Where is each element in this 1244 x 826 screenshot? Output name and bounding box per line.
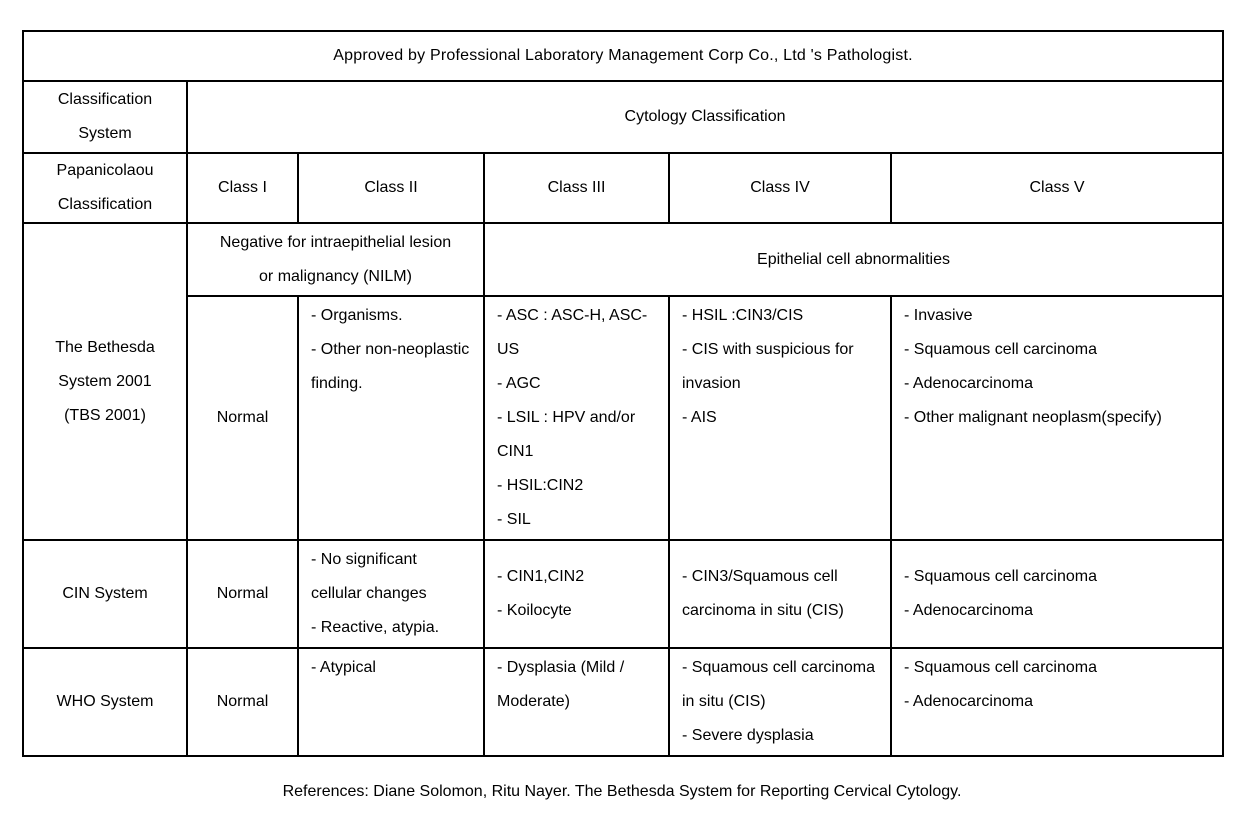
bethesda-class-iii-cell: - ASC : ASC-H, ASC-US - AGC - LSIL : HPV… — [483, 295, 670, 541]
cin-class-v-cell: - Squamous cell carcinoma - Adenocarcino… — [889, 539, 1225, 649]
class-ii-header: Class II — [297, 152, 485, 224]
who-class-iii-cell: - Dysplasia (Mild / Moderate) — [483, 647, 670, 757]
cytology-classification-table: Approved by Professional Laboratory Mana… — [21, 30, 1225, 757]
bethesda-class-i-cell: Normal — [186, 295, 299, 541]
bethesda-row-label: The Bethesda System 2001 (TBS 2001) — [22, 222, 188, 541]
class-iv-header: Class IV — [668, 152, 892, 224]
who-class-v-cell: - Squamous cell carcinoma - Adenocarcino… — [889, 647, 1225, 757]
bethesda-group-row: The Bethesda System 2001 (TBS 2001) Nega… — [22, 222, 1225, 541]
class-iii-header: Class III — [483, 152, 670, 224]
class-v-header: Class V — [889, 152, 1225, 224]
cin-row-label: CIN System — [22, 539, 188, 649]
class-header-row: Papanicolaou Classification Class I Clas… — [22, 152, 1225, 224]
references-text: References: Diane Solomon, Ritu Nayer. T… — [282, 783, 962, 800]
cin-class-iii-cell: - CIN1,CIN2 - Koilocyte — [483, 539, 670, 649]
who-class-i-cell: Normal — [186, 647, 299, 757]
system-header-row: Classification System Cytology Classific… — [22, 80, 1225, 154]
papanicolaou-header: Papanicolaou Classification — [22, 152, 188, 224]
title-row: Approved by Professional Laboratory Mana… — [21, 30, 1225, 82]
bethesda-class-iv-cell: - HSIL :CIN3/CIS - CIS with suspicious f… — [668, 295, 892, 541]
document-page: Approved by Professional Laboratory Mana… — [21, 30, 1225, 801]
who-system-row: WHO System Normal - Atypical - Dysplasia… — [22, 647, 1225, 757]
classification-system-header: Classification System — [22, 80, 188, 154]
bethesda-class-v-cell: - Invasive - Squamous cell carcinoma - A… — [889, 295, 1225, 541]
bethesda-class-ii-cell: - Organisms. - Other non-neoplastic find… — [297, 295, 485, 541]
cin-system-row: CIN System Normal - No significant cellu… — [22, 539, 1225, 649]
class-i-header: Class I — [186, 152, 299, 224]
bethesda-detail-row: Normal - Organisms. - Other non-neoplast… — [23, 295, 1225, 541]
who-class-ii-cell: - Atypical — [297, 647, 485, 757]
cin-class-iv-cell: - CIN3/Squamous cell carcinoma in situ (… — [668, 539, 892, 649]
bethesda-epithelial-cell: Epithelial cell abnormalities — [482, 222, 1225, 297]
cin-class-i-cell: Normal — [186, 539, 299, 649]
who-class-iv-cell: - Squamous cell carcinoma in situ (CIS) … — [668, 647, 892, 757]
cytology-classification-header: Cytology Classification — [185, 80, 1225, 154]
bethesda-nilm-cell: Negative for intraepithelial lesion or m… — [186, 222, 485, 297]
approval-title: Approved by Professional Laboratory Mana… — [21, 30, 1225, 82]
who-row-label: WHO System — [22, 647, 188, 757]
cin-class-ii-cell: - No significant cellular changes - Reac… — [297, 539, 485, 649]
